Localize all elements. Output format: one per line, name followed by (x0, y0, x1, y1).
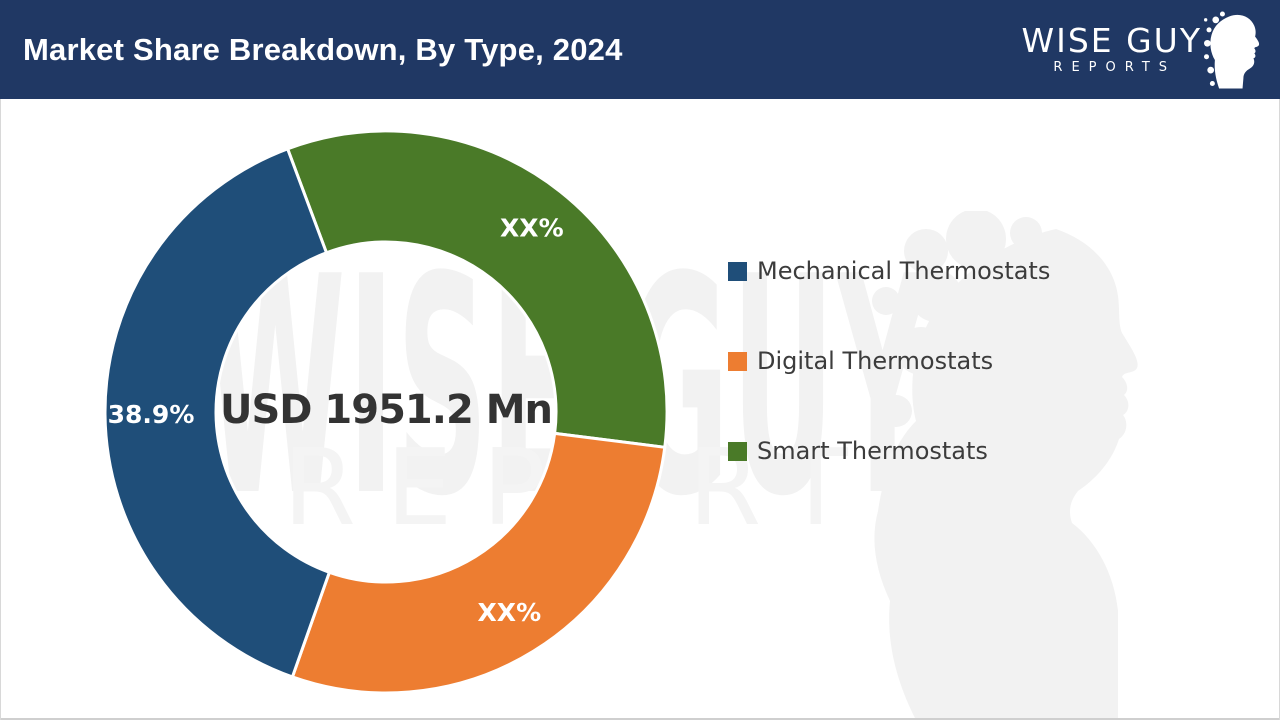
header: Market Share Breakdown, By Type, 2024 WI… (0, 0, 1280, 99)
legend-swatch-digital (728, 351, 747, 371)
legend-swatch-smart (728, 441, 747, 461)
donut-segment-digital-thermostats (290, 431, 667, 695)
legend-item-digital-thermostats: Digital Thermostats (728, 343, 1050, 379)
donut-segment-mechanical-thermostats (103, 147, 331, 679)
logo-subtitle-text: REPORTS (1053, 60, 1177, 76)
segment-label-smart-thermostats: XX% (500, 213, 564, 242)
legend-label: Smart Thermostats (757, 437, 988, 465)
left-border (0, 99, 1, 720)
legend-item-smart-thermostats: Smart Thermostats (728, 433, 1050, 469)
legend-label: Digital Thermostats (757, 347, 994, 375)
wise-guy-logo: WISE GUY REPORTS (1021, 10, 1266, 90)
bottom-border (0, 718, 1280, 720)
page-title: Market Share Breakdown, By Type, 2024 (23, 31, 623, 67)
donut-chart: XX% XX% 38.9% (103, 129, 669, 695)
segment-label-mechanical-thermostats: 38.9% (108, 400, 195, 429)
logo-wordmark-text: WISE GUY (1021, 20, 1202, 60)
logo-wordmark: WISE GUY REPORTS (1021, 20, 1202, 76)
segment-label-digital-thermostats: XX% (478, 598, 542, 627)
legend-label: Mechanical Thermostats (757, 257, 1051, 285)
donut-segment-smart-thermostats (286, 129, 669, 449)
chart-center-value: USD 1951.2 Mn (220, 387, 553, 433)
legend: Mechanical Thermostats Digital Thermosta… (728, 253, 1050, 523)
logo-face-icon (1204, 10, 1260, 89)
legend-swatch-mechanical (728, 261, 747, 281)
legend-item-mechanical-thermostats: Mechanical Thermostats (728, 253, 1050, 289)
